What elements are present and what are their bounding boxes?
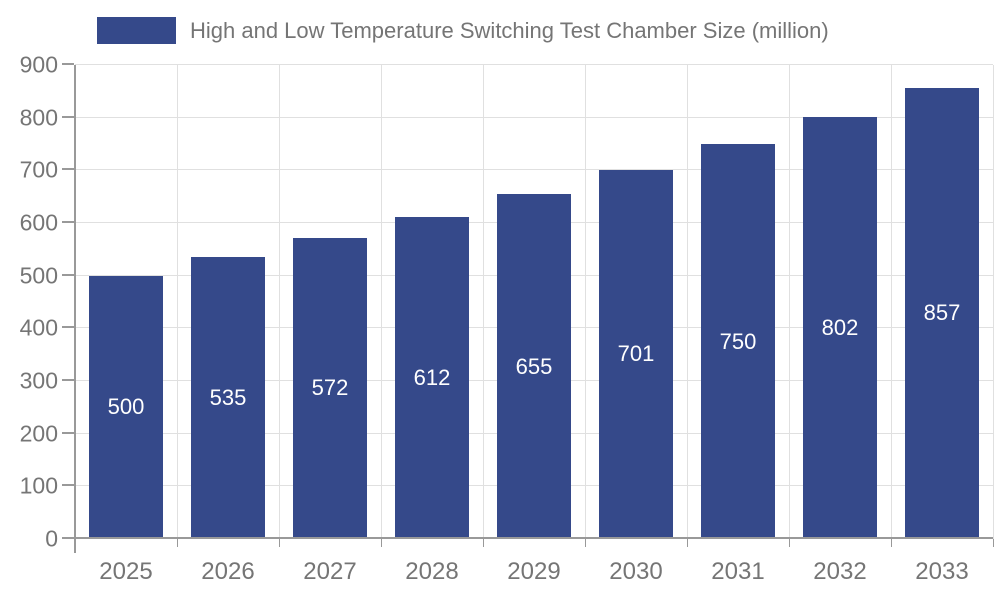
bar-value-label: 500: [107, 394, 145, 420]
bar-value-label: 612: [413, 364, 451, 390]
bar: 655: [497, 194, 571, 539]
x-axis-label: 2029: [507, 558, 561, 585]
gridline-vertical: [891, 65, 892, 539]
gridline-vertical: [279, 65, 280, 539]
y-axis-tick: [62, 379, 74, 382]
y-axis-tick: [62, 431, 74, 434]
x-axis-tick: [75, 539, 76, 547]
x-axis-tick: [993, 539, 994, 547]
y-axis-label: 200: [19, 420, 58, 447]
x-axis-tick: [380, 539, 382, 547]
plot-area: 500 535 572 612 655 701 750 802 857: [62, 63, 994, 553]
bar: 500: [89, 275, 163, 539]
x-axis-label: 2033: [915, 558, 969, 585]
bar-value-label: 572: [311, 375, 349, 401]
bar-value-label: 701: [617, 341, 655, 367]
gridline-vertical: [483, 65, 484, 539]
gridline-vertical: [993, 65, 994, 539]
chart-title: High and Low Temperature Switching Test …: [190, 17, 829, 43]
gridline-horizontal: [75, 169, 993, 171]
bar-slot: 750: [687, 65, 789, 539]
y-axis-label: 600: [19, 209, 58, 236]
x-axis-label: 2032: [813, 558, 867, 585]
bar-slot: 802: [789, 65, 891, 539]
y-axis-tick: [62, 537, 74, 539]
y-axis-tick: [62, 63, 74, 65]
x-axis-tick: [279, 539, 280, 547]
gridline-vertical: [789, 65, 790, 539]
y-axis-tick: [62, 168, 74, 171]
gridline-horizontal: [75, 116, 993, 118]
bar: 857: [905, 87, 979, 539]
bar-value-label: 857: [923, 300, 961, 326]
x-axis-labels: 2025 2026 2027 2028 2029 2030 2031 2032 2033: [75, 560, 993, 592]
chart-legend: High and Low Temperature Switching Test …: [97, 17, 829, 44]
bar: 802: [803, 116, 877, 539]
x-axis-label: 2031: [711, 558, 765, 585]
gridline-vertical: [177, 65, 178, 539]
y-axis-label: 0: [45, 525, 58, 552]
y-axis-tick: [62, 221, 74, 224]
legend-swatch: [97, 17, 176, 44]
y-axis-tick: [62, 115, 74, 118]
bar: 572: [293, 237, 367, 539]
gridline-vertical: [585, 65, 586, 539]
y-axis-label: 300: [19, 367, 58, 394]
y-axis-label: 100: [19, 472, 58, 499]
y-axis-label: 500: [19, 262, 58, 289]
x-axis-label: 2030: [609, 558, 663, 585]
bar: 612: [395, 216, 469, 539]
gridline-vertical: [380, 65, 382, 539]
x-axis-tick: [789, 539, 790, 547]
bar: 701: [599, 169, 673, 539]
gridline-horizontal: [75, 64, 993, 65]
bar-slot: 535: [177, 65, 279, 539]
y-axis-line: [74, 65, 76, 553]
bar-slot: 500: [75, 65, 177, 539]
bar-slot: 701: [585, 65, 687, 539]
y-axis-tick: [62, 326, 74, 329]
bar: 750: [701, 144, 775, 539]
bar-value-label: 655: [515, 353, 553, 379]
gridline-vertical: [686, 65, 688, 539]
y-axis-labels: 0 100 200 300 400 500 600 700 800 900: [0, 53, 58, 550]
y-axis-label: 400: [19, 314, 58, 341]
y-axis-tick: [62, 484, 74, 487]
bar-value-label: 802: [821, 314, 859, 340]
bar: 535: [191, 257, 265, 539]
y-axis-label: 800: [19, 104, 58, 131]
y-axis-label: 900: [19, 51, 58, 78]
x-axis-label: 2027: [303, 558, 357, 585]
bar-slot: 857: [891, 65, 993, 539]
x-axis-tick: [177, 539, 178, 547]
bar-slot: 572: [279, 65, 381, 539]
x-axis-label: 2028: [405, 558, 459, 585]
x-axis-tick: [686, 539, 688, 547]
x-axis-label: 2026: [201, 558, 255, 585]
x-axis-tick: [891, 539, 892, 547]
x-axis-line: [75, 537, 993, 539]
y-axis-tick: [62, 273, 74, 276]
x-axis-label: 2025: [99, 558, 153, 585]
y-axis-label: 700: [19, 156, 58, 183]
bar-slot: 612: [381, 65, 483, 539]
x-axis-tick: [585, 539, 586, 547]
bar-value-label: 750: [719, 328, 757, 354]
x-axis-tick: [483, 539, 484, 547]
bar-slot: 655: [483, 65, 585, 539]
bar-value-label: 535: [209, 385, 247, 411]
